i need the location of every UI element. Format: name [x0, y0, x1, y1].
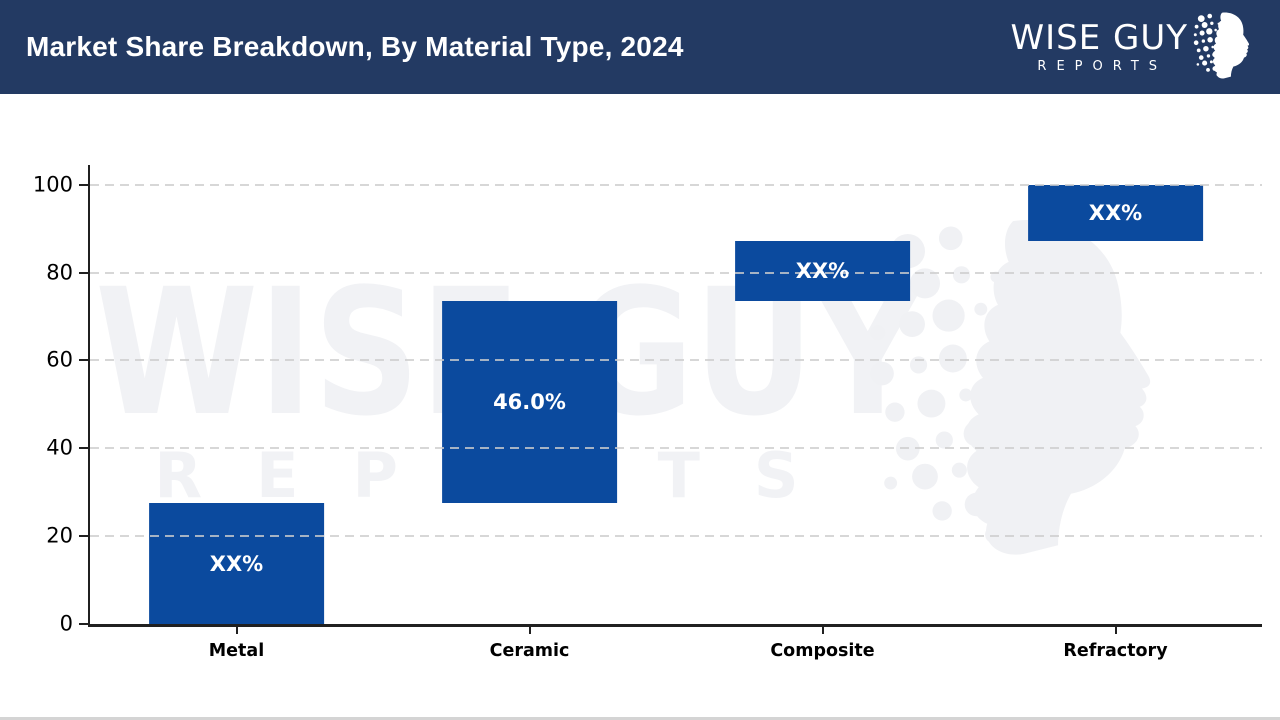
gridline	[90, 183, 1262, 186]
plot-area: 0 20 40 60 80 100 XX% Metal 46.0% Ceramic XX% Compo…	[33, 165, 1262, 661]
y-axis-tick	[79, 271, 88, 274]
gridline	[90, 535, 1262, 538]
wise-guy-logo: WISE GUY REPORTS	[1010, 11, 1254, 83]
bar-slot-composite: XX% Composite	[676, 165, 969, 661]
bar-value-label: XX%	[1088, 200, 1143, 225]
bottom-border	[0, 717, 1280, 720]
head-profile-icon	[1193, 12, 1250, 79]
y-axis-tick-label: 60	[46, 347, 73, 372]
y-axis-tick	[79, 623, 88, 625]
bar-value-label: XX%	[795, 259, 850, 284]
y-axis-tick-label: 20	[46, 523, 73, 548]
y-axis-tick	[79, 183, 88, 186]
y-axis-tick	[79, 535, 88, 538]
y-axis-tick-label: 80	[46, 260, 73, 285]
x-axis-category-label: Metal	[208, 641, 265, 661]
x-axis-tick	[235, 626, 238, 634]
x-axis-category-label: Composite	[770, 641, 875, 661]
bar-value-label: XX%	[209, 551, 264, 576]
bar-metal	[148, 503, 325, 624]
y-axis-tick	[79, 359, 88, 362]
gridline	[90, 359, 1262, 362]
x-axis-category-label: Refractory	[1063, 641, 1168, 661]
bar-slot-metal: XX% Metal	[90, 165, 383, 661]
x-axis-tick	[528, 626, 531, 634]
gridline	[90, 447, 1262, 450]
bar-slot-ceramic: 46.0% Ceramic	[383, 165, 676, 661]
logo-reports-text: REPORTS	[1037, 59, 1168, 74]
y-axis-tick	[79, 447, 88, 450]
y-axis-tick-label: 100	[32, 172, 73, 197]
x-axis-category-label: Ceramic	[489, 641, 570, 661]
x-axis-tick	[1114, 626, 1117, 634]
logo-wordmark: WISE GUY REPORTS	[1010, 21, 1188, 73]
bar-slot-refractory: XX% Refractory	[969, 165, 1262, 661]
header: Market Share Breakdown, By Material Type…	[0, 0, 1280, 94]
gridline	[90, 271, 1262, 274]
x-axis-tick	[821, 626, 824, 634]
y-axis-tick-label: 40	[46, 435, 73, 460]
y-axis-tick-label: 0	[59, 611, 73, 636]
bar-value-label: 46.0%	[493, 390, 566, 415]
bar-ceramic	[441, 301, 618, 504]
page-title: Market Share Breakdown, By Material Type…	[26, 31, 684, 62]
logo-wordmark-text: WISE GUY	[1010, 18, 1188, 58]
bar-slots: XX% Metal 46.0% Ceramic XX% Composite XX% Refra…	[90, 165, 1262, 661]
